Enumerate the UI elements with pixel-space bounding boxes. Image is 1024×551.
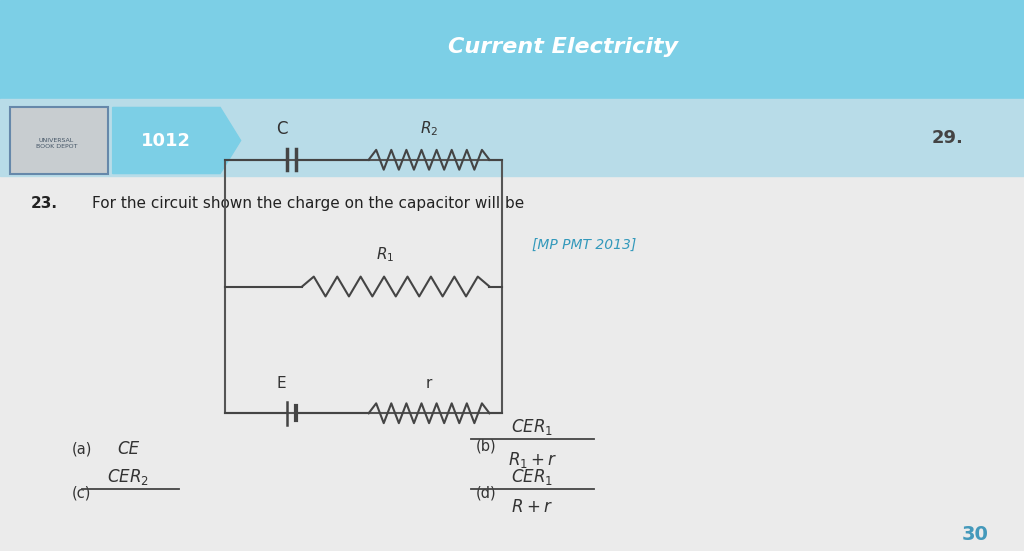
Text: [MP PMT 2013]: [MP PMT 2013] [532, 238, 637, 252]
Text: $CER_2$: $CER_2$ [108, 467, 148, 487]
Bar [225, 160, 502, 413]
Text: C: C [275, 120, 288, 138]
Text: (c): (c) [72, 485, 91, 501]
Text: $R_1$: $R_1$ [377, 246, 394, 264]
Text: (a): (a) [72, 441, 92, 457]
Text: UNIVERSAL
BOOK DEPOT: UNIVERSAL BOOK DEPOT [36, 138, 77, 149]
Text: 23.: 23. [31, 196, 57, 212]
Text: For the circuit shown the charge on the capacitor will be: For the circuit shown the charge on the … [92, 196, 524, 212]
Text: $R_1+r$: $R_1+r$ [508, 450, 557, 470]
Text: 30: 30 [962, 525, 988, 544]
Text: $R_2$: $R_2$ [420, 119, 438, 138]
Text: $CER_1$: $CER_1$ [511, 417, 554, 437]
Polygon shape [113, 107, 241, 174]
Text: $R_{}+r$: $R_{}+r$ [511, 495, 554, 513]
Text: $CER_1$: $CER_1$ [511, 467, 554, 487]
Text: CE: CE [118, 440, 140, 458]
Text: (d): (d) [476, 485, 497, 501]
Bar [0, 0, 1024, 99]
Text: E: E [276, 376, 287, 391]
Text: 29.: 29. [932, 129, 964, 147]
Text: (b): (b) [476, 439, 497, 454]
Text: r: r [426, 376, 432, 391]
Text: Current Electricity: Current Electricity [449, 37, 678, 57]
Bar [0, 99, 1024, 176]
Bar [10, 107, 108, 174]
Text: 1012: 1012 [141, 132, 191, 149]
